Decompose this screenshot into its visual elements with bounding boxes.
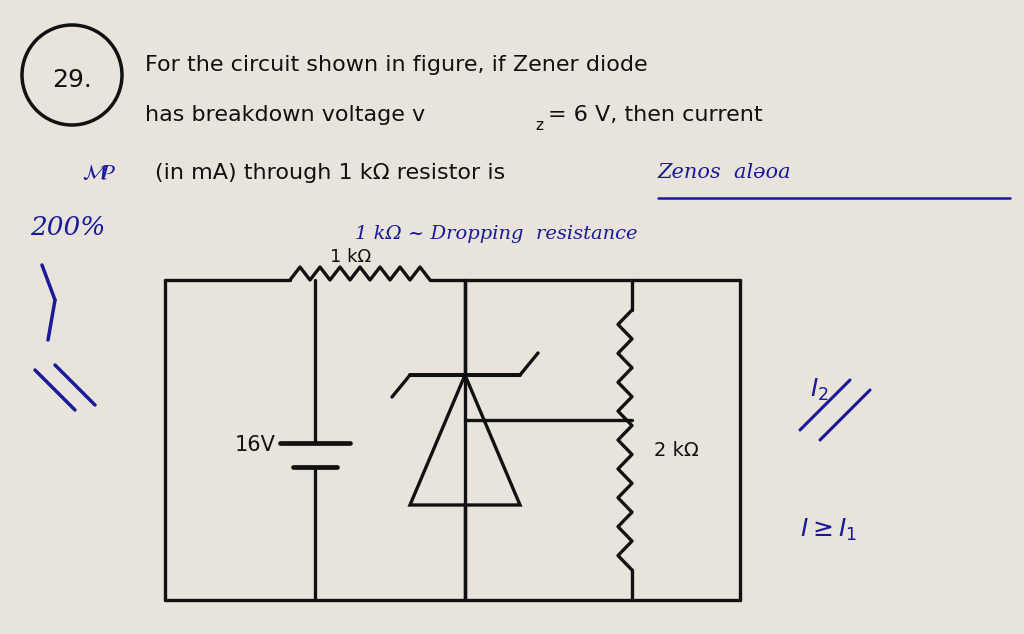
Text: (in mA) through 1 kΩ resistor is: (in mA) through 1 kΩ resistor is <box>155 163 505 183</box>
Text: For the circuit shown in figure, if Zener diode: For the circuit shown in figure, if Zene… <box>145 55 647 75</box>
Text: 1 kΩ ~ Dropping  resistance: 1 kΩ ~ Dropping resistance <box>355 225 638 243</box>
Text: $I_2$: $I_2$ <box>810 377 828 403</box>
Text: 1 kΩ: 1 kΩ <box>330 248 371 266</box>
Text: = 6 V, then current: = 6 V, then current <box>548 105 763 125</box>
Text: Zenos  aləoa: Zenos aləoa <box>658 163 792 182</box>
Text: z: z <box>535 118 543 133</box>
Text: has breakdown voltage v: has breakdown voltage v <box>145 105 425 125</box>
Text: $\mathcal{M}\!\!\mathcal{P}$: $\mathcal{M}\!\!\mathcal{P}$ <box>82 163 117 183</box>
Text: $I\geq I_1$: $I\geq I_1$ <box>800 517 857 543</box>
Text: 16V: 16V <box>234 435 275 455</box>
Text: 200%: 200% <box>30 215 105 240</box>
Text: 2 kΩ: 2 kΩ <box>654 441 698 460</box>
Text: 29.: 29. <box>52 68 92 92</box>
